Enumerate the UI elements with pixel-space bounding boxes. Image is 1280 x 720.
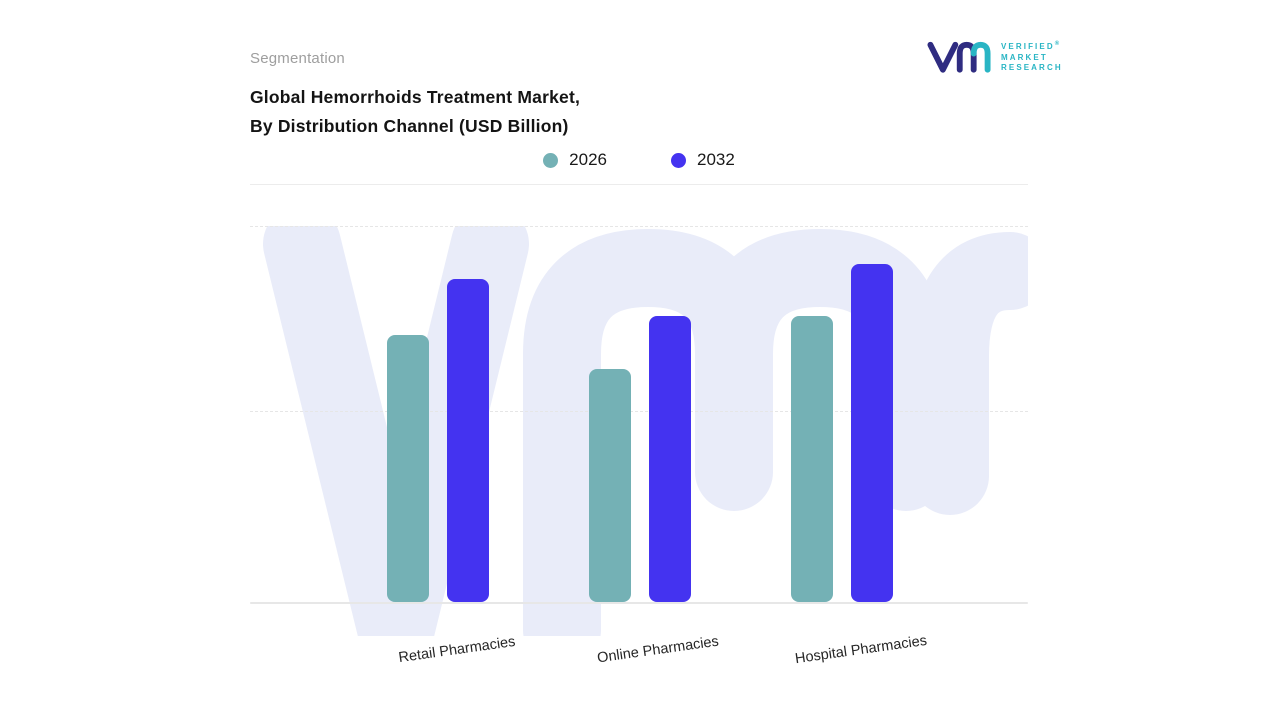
vmr-logo-mark-icon [927, 41, 991, 73]
section-label: Segmentation [250, 50, 345, 67]
vmr-logo-text: VERIFIED® MARKET RESEARCH [1001, 39, 1063, 74]
chart-title-line2: By Distribution Channel (USD Billion) [250, 116, 569, 136]
x-axis-line [250, 602, 1028, 604]
legend-label-2032: 2032 [697, 150, 735, 169]
chart-title-line1: Global Hemorrhoids Treatment Market, [250, 87, 581, 107]
bar-group-online-pharmacies [588, 316, 691, 602]
registered-trademark: ® [1054, 41, 1060, 48]
gridline-middle [250, 411, 1028, 412]
bar-2032-retail-pharmacies [447, 279, 490, 602]
legend-swatch-2026 [543, 152, 559, 168]
legend-item-2032: 2032 [671, 150, 735, 170]
brand-line-market: MARKET [1001, 52, 1048, 62]
chart-title: Global Hemorrhoids Treatment Market, By … [250, 83, 580, 141]
legend-label-2026: 2026 [569, 150, 607, 169]
bar-2026-retail-pharmacies [387, 335, 430, 602]
legend: 2026 2032 [250, 150, 1028, 170]
legend-item-2026: 2026 [543, 150, 607, 170]
x-axis-label-online-pharmacies: Online Pharmacies [596, 633, 721, 667]
x-axis-labels: Retail Pharmacies Online Pharmacies Hospit… [250, 604, 1028, 704]
legend-swatch-2032 [671, 152, 686, 168]
bar-2026-hospital-pharmacies [791, 316, 834, 602]
bar-2026-online-pharmacies [588, 369, 631, 602]
bar-2032-online-pharmacies [648, 316, 691, 602]
gridline-top [250, 226, 1028, 227]
x-axis-label-retail-pharmacies: Retail Pharmacies [397, 633, 517, 667]
plot-area [250, 226, 1028, 604]
vmr-logo: VERIFIED® MARKET RESEARCH [926, 38, 1063, 75]
bar-group-retail-pharmacies [387, 279, 490, 602]
bar-2032-hospital-pharmacies [851, 264, 894, 602]
header-divider [250, 184, 1028, 185]
x-axis-label-hospital-pharmacies: Hospital Pharmacies [793, 632, 928, 668]
brand-line-research: RESEARCH [1001, 63, 1063, 73]
bar-group-hospital-pharmacies [791, 264, 894, 602]
brand-line-verified: VERIFIED® [1001, 41, 1060, 52]
